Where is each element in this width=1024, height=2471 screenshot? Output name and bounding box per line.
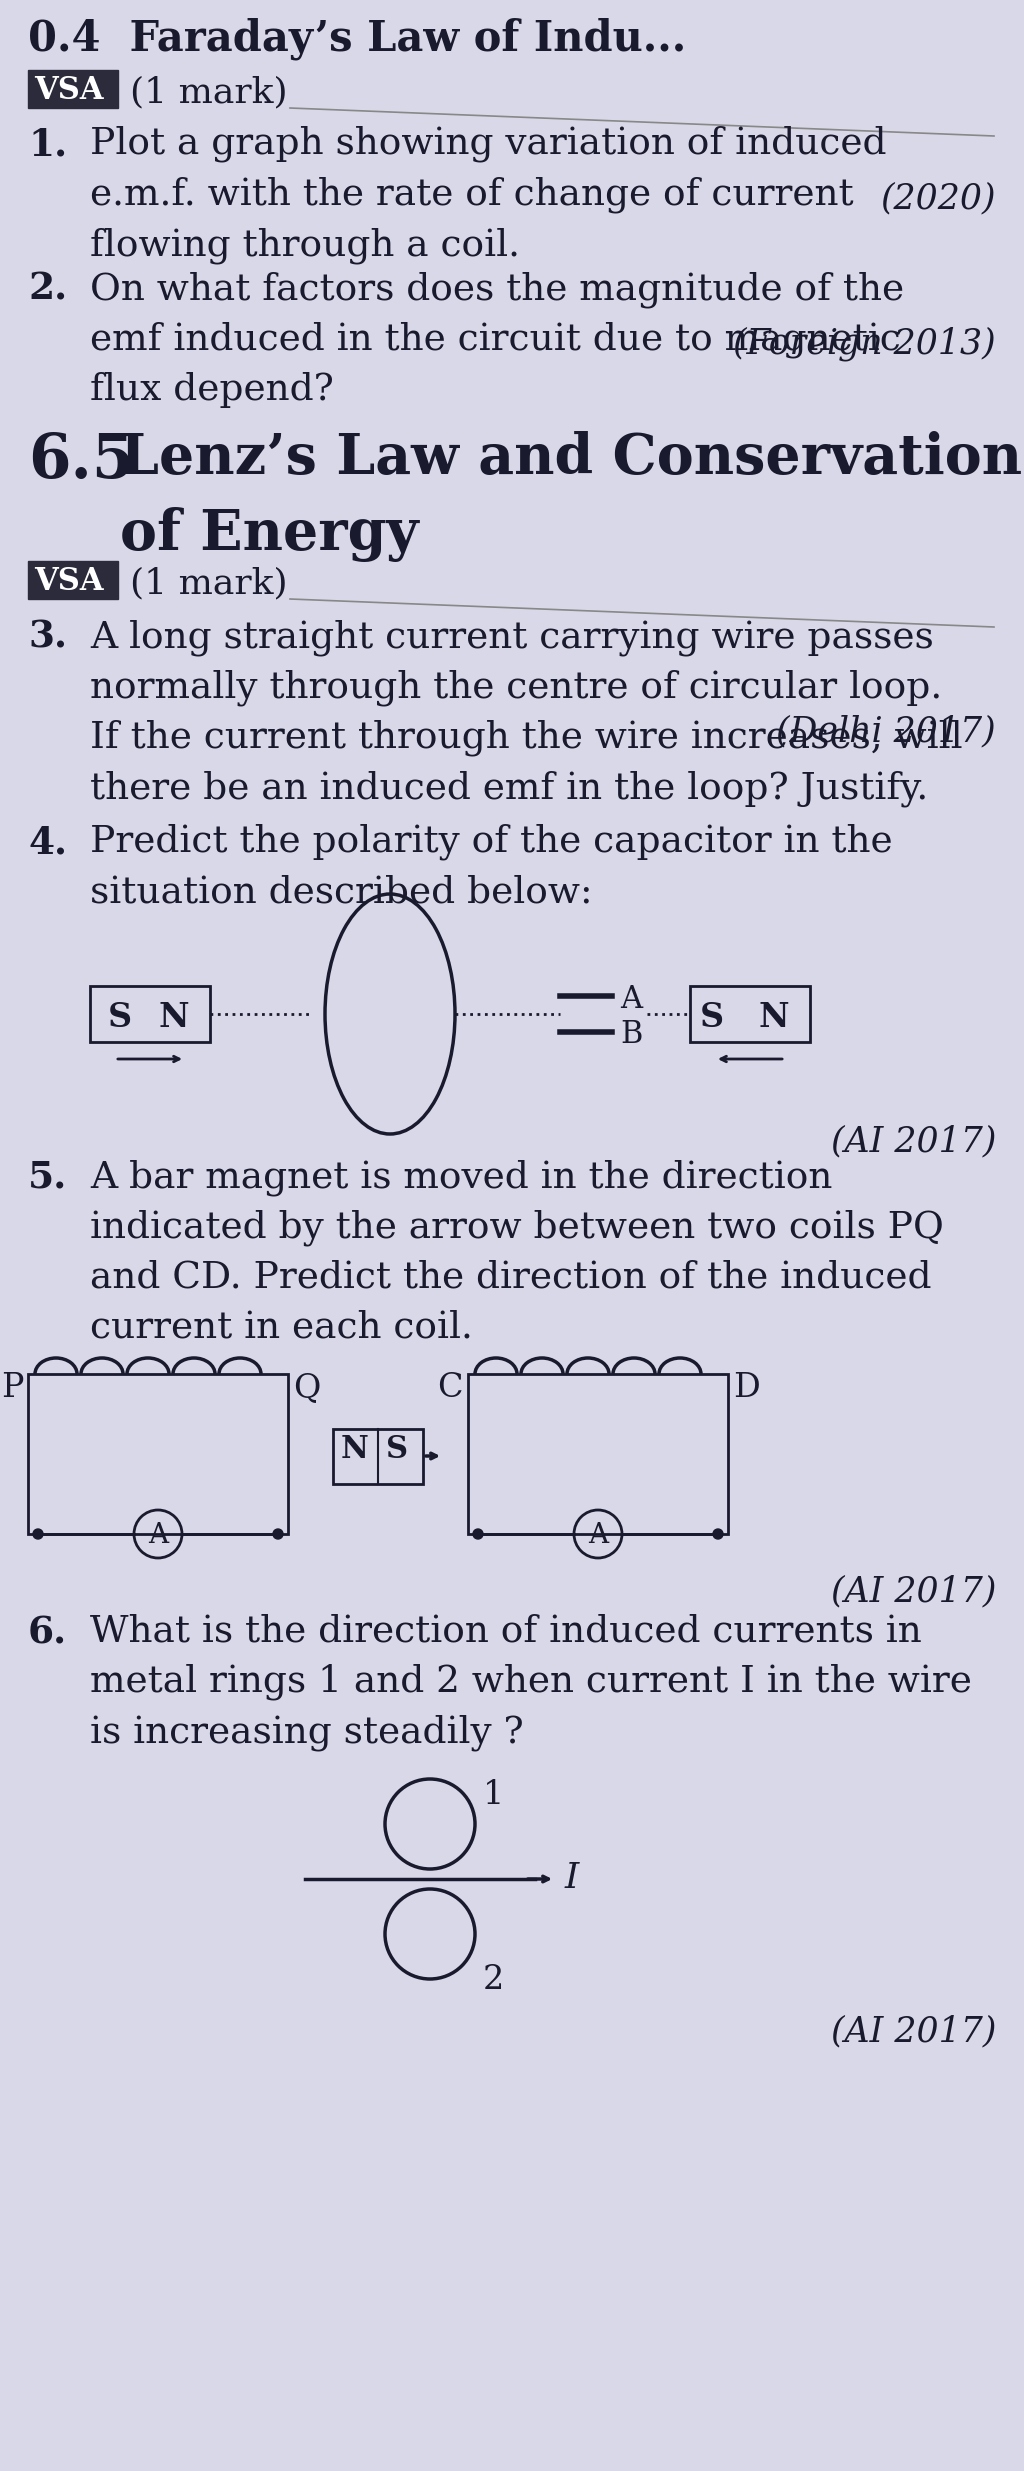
Text: (AI 2017): (AI 2017): [830, 1124, 996, 1159]
Text: Q: Q: [293, 1371, 321, 1404]
Bar: [468, 1374, 728, 1534]
Text: Predict the polarity of the capacitor in the
situation described below:: Predict the polarity of the capacitor in…: [90, 823, 893, 909]
Text: N: N: [341, 1433, 369, 1465]
Text: S: S: [108, 1001, 132, 1033]
Circle shape: [273, 1530, 283, 1539]
Bar: [28, 1374, 288, 1534]
Text: 6.5: 6.5: [28, 430, 134, 492]
Text: 5.: 5.: [28, 1159, 68, 1196]
Text: VSA: VSA: [34, 566, 103, 598]
Text: P: P: [1, 1371, 24, 1404]
Text: 1: 1: [483, 1779, 504, 1811]
Text: 0.4  Faraday’s Law of Indu...: 0.4 Faraday’s Law of Indu...: [28, 17, 686, 59]
Text: 6.: 6.: [28, 1614, 68, 1651]
Text: A: A: [147, 1522, 168, 1549]
Text: On what factors does the magnitude of the
emf induced in the circuit due to magn: On what factors does the magnitude of th…: [90, 272, 904, 408]
Text: A: A: [588, 1522, 608, 1549]
Text: (Delhi 2017): (Delhi 2017): [776, 714, 996, 749]
Circle shape: [33, 1530, 43, 1539]
Text: I: I: [565, 1861, 580, 1895]
Text: 1.: 1.: [28, 126, 68, 163]
Text: B: B: [620, 1018, 642, 1050]
Text: 4.: 4.: [28, 823, 67, 860]
Text: S: S: [386, 1433, 409, 1465]
Text: 2: 2: [483, 1964, 504, 1997]
Text: Lenz’s Law and Conservation
of Energy: Lenz’s Law and Conservation of Energy: [120, 430, 1022, 563]
Text: N: N: [758, 1001, 788, 1033]
Bar: [28, 69, 118, 109]
Text: A bar magnet is moved in the direction
indicated by the arrow between two coils : A bar magnet is moved in the direction i…: [90, 1159, 944, 1347]
Text: N: N: [158, 1001, 188, 1033]
Circle shape: [473, 1530, 483, 1539]
Text: C: C: [437, 1371, 463, 1404]
Text: A: A: [620, 983, 642, 1016]
Text: A long straight current carrying wire passes
normally through the centre of circ: A long straight current carrying wire pa…: [90, 620, 963, 808]
Bar: [28, 561, 118, 598]
Text: 3.: 3.: [28, 620, 67, 655]
Text: Plot a graph showing variation of induced
e.m.f. with the rate of change of curr: Plot a graph showing variation of induce…: [90, 126, 887, 264]
Bar: [333, 1428, 423, 1485]
Text: VSA: VSA: [34, 74, 103, 106]
Text: S: S: [700, 1001, 724, 1033]
Text: What is the direction of induced currents in
metal rings 1 and 2 when current I : What is the direction of induced current…: [90, 1614, 972, 1752]
Text: (2020): (2020): [881, 180, 996, 215]
Text: (Foreign 2013): (Foreign 2013): [733, 326, 996, 361]
Text: (AI 2017): (AI 2017): [830, 2014, 996, 2048]
Text: D: D: [733, 1371, 760, 1404]
Text: (1 mark): (1 mark): [130, 566, 288, 600]
Text: (1 mark): (1 mark): [130, 74, 288, 109]
Bar: [690, 986, 810, 1043]
Text: 2.: 2.: [28, 272, 68, 309]
Text: (AI 2017): (AI 2017): [830, 1574, 996, 1609]
Bar: [90, 986, 210, 1043]
Circle shape: [713, 1530, 723, 1539]
